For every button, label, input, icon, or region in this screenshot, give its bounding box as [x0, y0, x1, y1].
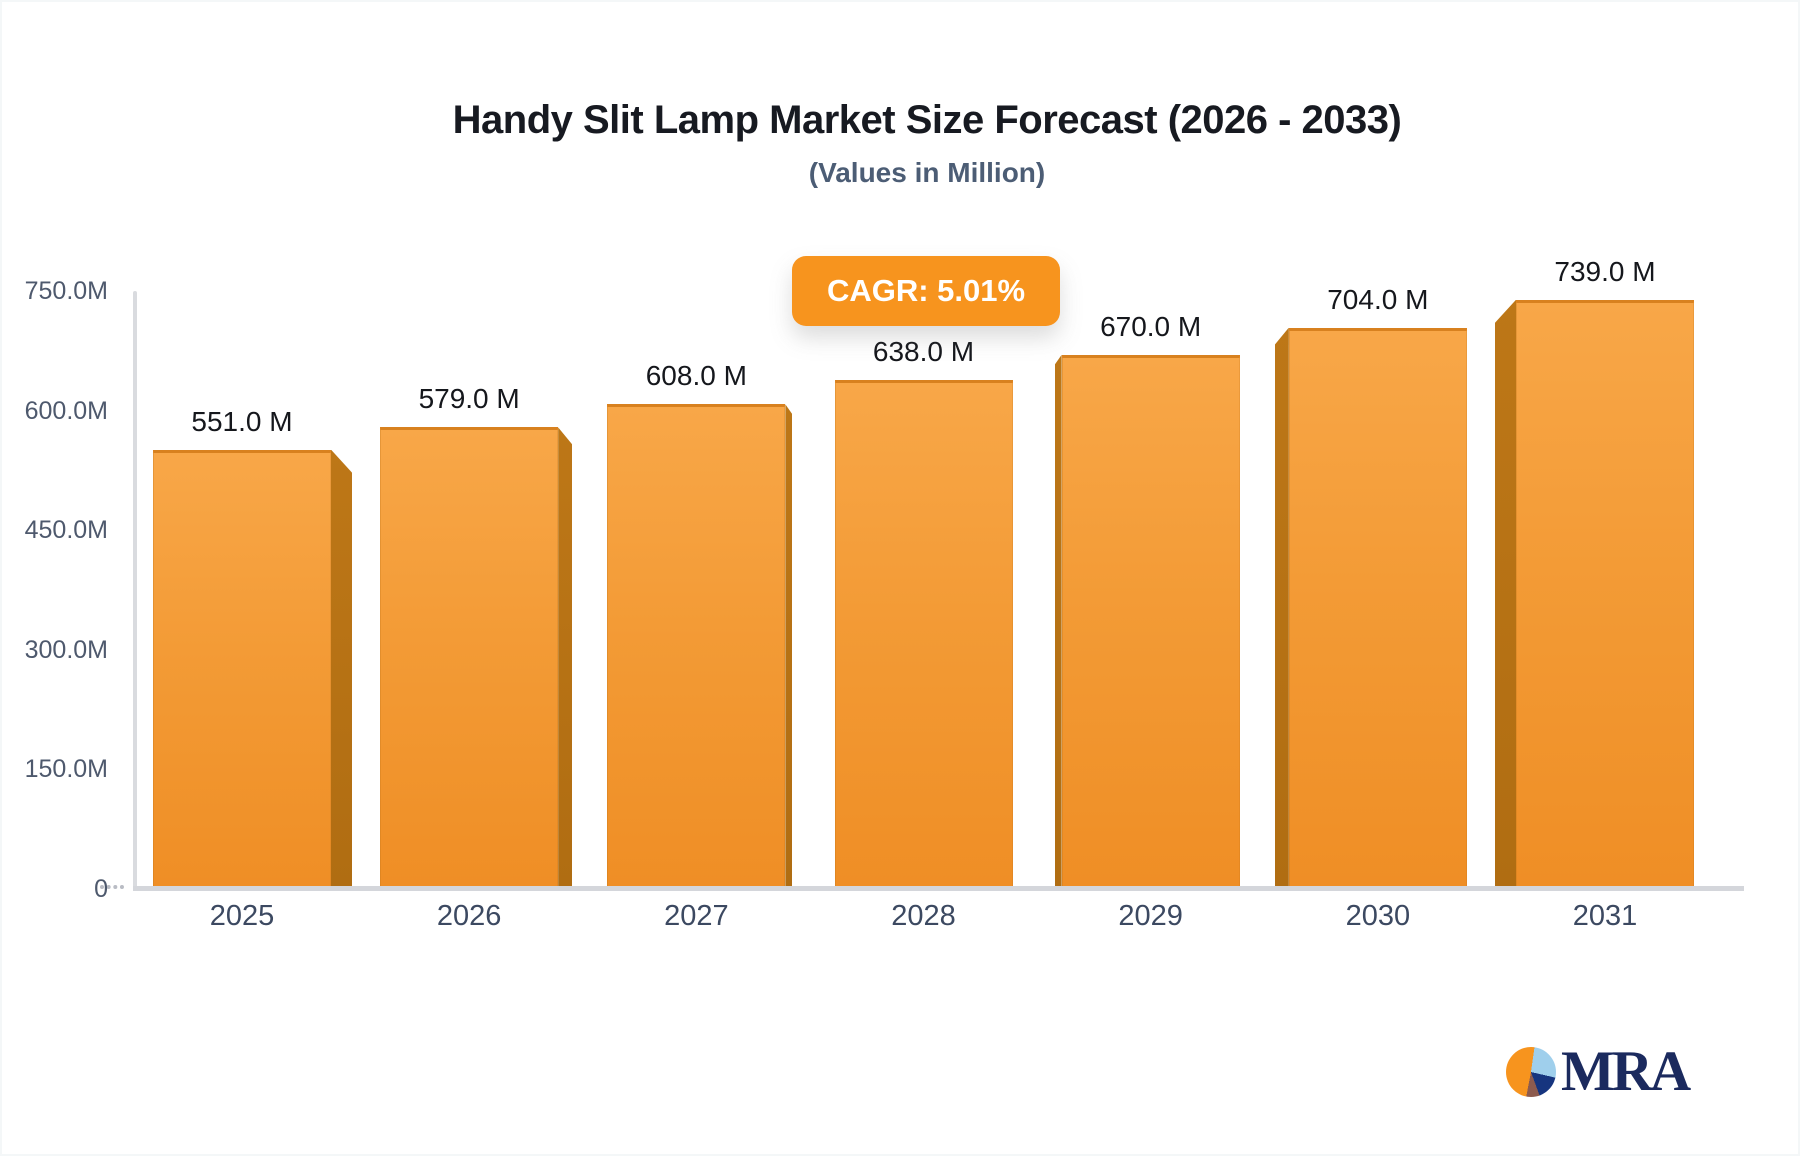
x-axis-category-label: 2030 [1345, 900, 1411, 932]
bar-value-label: 638.0 M [872, 336, 975, 368]
y-axis-tick-label: 600.0M [24, 396, 108, 425]
y-axis-tick-label: 0 [94, 875, 108, 903]
zero-tick-mark [100, 885, 124, 889]
bar-value-label: 704.0 M [1327, 283, 1429, 315]
bar[interactable] [1516, 299, 1694, 889]
x-axis-category-label: 2028 [891, 900, 956, 932]
x-axis-line [133, 886, 1744, 891]
bar-side-face [558, 427, 573, 889]
x-axis-category-label: 2027 [664, 900, 729, 932]
bar-value-label: 579.0 M [418, 383, 520, 415]
x-axis-category-label: 2025 [209, 900, 275, 932]
y-axis-line [133, 291, 137, 891]
y-axis-tick-label: 750.0M [24, 277, 108, 305]
bar[interactable] [1061, 354, 1240, 889]
bar[interactable] [153, 449, 331, 889]
bar-value-label: 551.0 M [191, 405, 293, 437]
x-axis-category-label: 2026 [436, 900, 502, 932]
bar[interactable] [1288, 327, 1467, 889]
bar-side-face [785, 404, 793, 889]
bar-side-face [331, 449, 352, 889]
x-axis-category-label: 2029 [1118, 900, 1183, 932]
bar[interactable] [607, 404, 786, 889]
bar-side-face [1274, 327, 1289, 889]
y-axis-tick-label: 450.0M [24, 516, 108, 545]
chart-title: Handy Slit Lamp Market Size Forecast (20… [452, 98, 1402, 142]
chart-header: Handy Slit Lamp Market Size Forecast (20… [52, 98, 1798, 189]
bar-value-label: 739.0 M [1554, 255, 1656, 287]
bar-side-face [1054, 354, 1062, 889]
bar-value-label: 670.0 M [1100, 310, 1202, 342]
y-axis-tick-label: 150.0M [24, 755, 108, 784]
cagr-badge-label: CAGR: 5.01% [826, 273, 1026, 308]
bar[interactable] [834, 380, 1013, 889]
cagr-badge: CAGR: 5.01% [792, 256, 1060, 326]
x-axis-category-label: 2031 [1572, 900, 1638, 932]
chart-subtitle: (Values in Million) [808, 157, 1046, 188]
brand-logo: MRA [1506, 1040, 1691, 1104]
bar[interactable] [380, 427, 559, 889]
brand-logo-text: MRA [1561, 1040, 1691, 1103]
bar-value-label: 608.0 M [645, 360, 747, 392]
y-axis-tick-label: 300.0M [24, 635, 108, 664]
bar-side-face [1495, 299, 1516, 889]
pie-chart-logo-icon [1506, 1047, 1556, 1097]
